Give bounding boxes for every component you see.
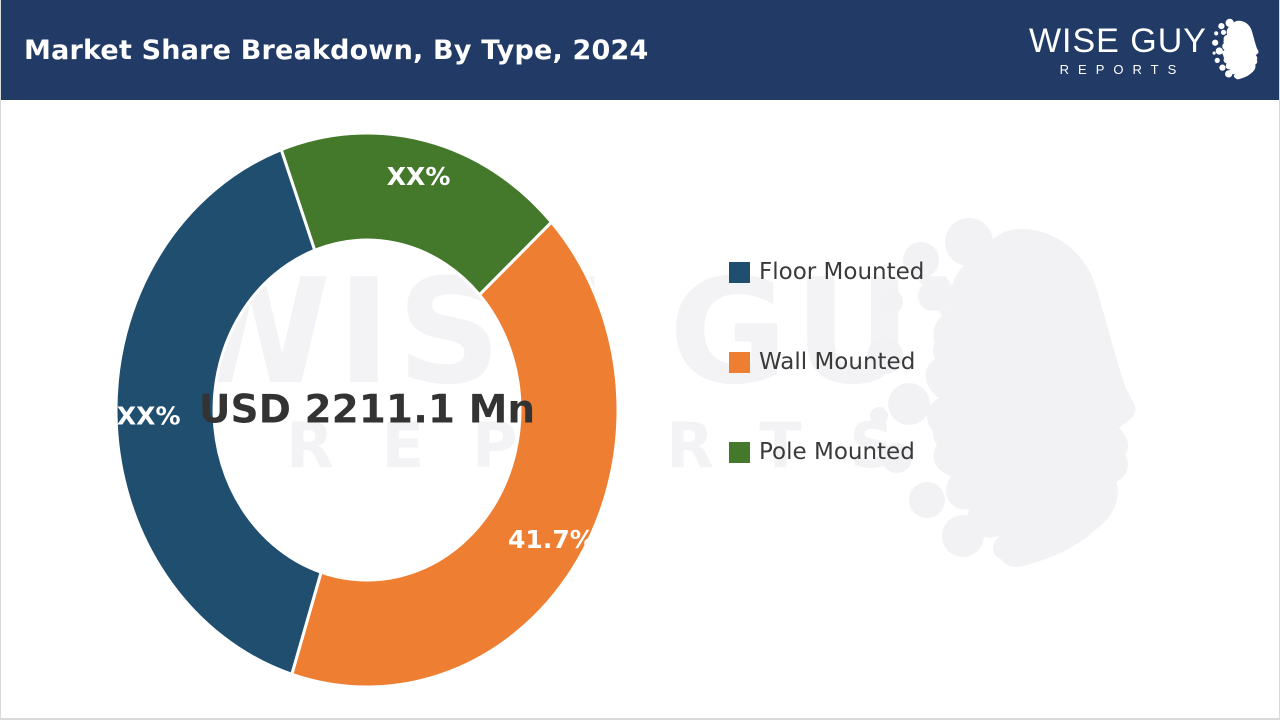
page-title: Market Share Breakdown, By Type, 2024 bbox=[24, 34, 649, 66]
legend-label: Floor Mounted bbox=[759, 259, 925, 285]
legend-item-pole-mounted: Pole Mounted bbox=[729, 439, 924, 465]
wiseguy-face-icon bbox=[1212, 18, 1259, 80]
legend-swatch bbox=[729, 351, 750, 373]
center-value-label: USD 2211.1 Mn bbox=[198, 387, 536, 433]
legend-swatch bbox=[729, 441, 750, 463]
legend-item-floor-mounted: Floor Mounted bbox=[729, 259, 925, 285]
legend-label: Pole Mounted bbox=[759, 439, 915, 465]
segment-percent-label: 41.7% bbox=[508, 525, 595, 554]
donut-segment-floor-mounted bbox=[114, 148, 323, 676]
legend: Floor Mounted Wall Mounted Pole Mounted bbox=[729, 259, 925, 530]
wise-guy-logo: WISE GUY REPORTS bbox=[1029, 15, 1263, 85]
legend-swatch bbox=[729, 261, 750, 283]
donut-chart: XX% 41.7% XX% bbox=[114, 131, 620, 689]
legend-label: Wall Mounted bbox=[759, 349, 916, 375]
donut-segment-wall-mounted bbox=[290, 220, 620, 689]
donut-segment-pole-mounted bbox=[279, 131, 553, 297]
logo-tagline: REPORTS bbox=[1059, 62, 1186, 77]
logo-text: WISE GUY REPORTS bbox=[1029, 24, 1207, 76]
segment-percent-label: XX% bbox=[117, 401, 181, 430]
logo-name: WISE GUY bbox=[1028, 22, 1207, 60]
header-bar: Market Share Breakdown, By Type, 2024 WI… bbox=[1, 0, 1279, 100]
chart-area: WISE GUY REPORTS XX%41.7%XX% USD 2211.1 … bbox=[1, 100, 1279, 718]
legend-item-wall-mounted: Wall Mounted bbox=[729, 349, 924, 375]
segment-percent-label: XX% bbox=[387, 162, 451, 191]
